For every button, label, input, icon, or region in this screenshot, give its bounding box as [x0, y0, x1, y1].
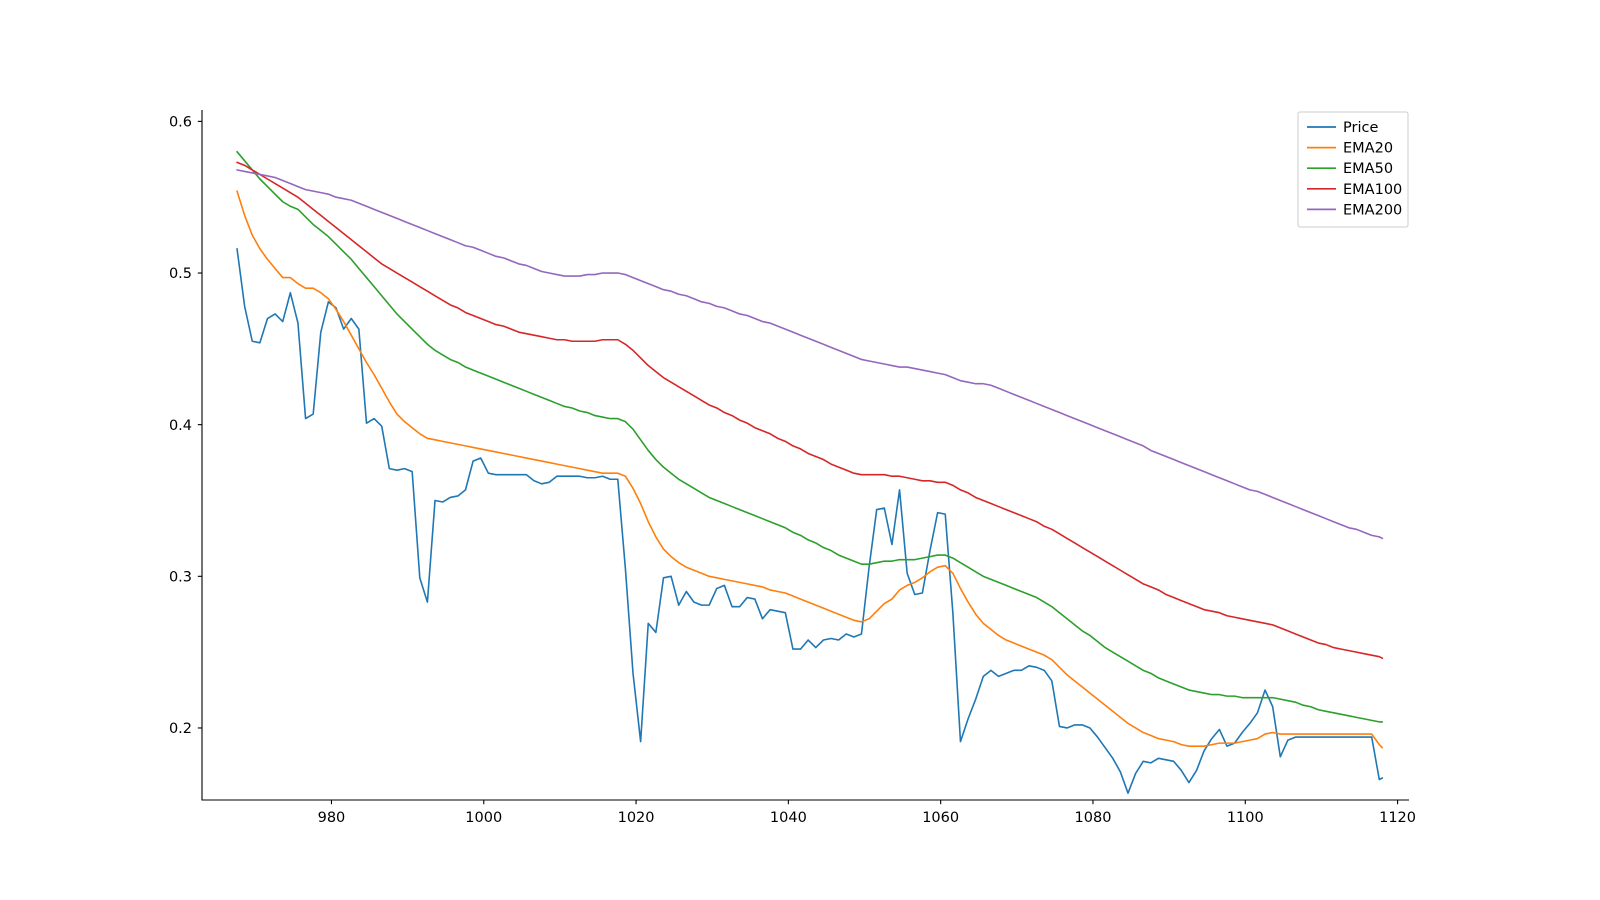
legend-label-ema20[interactable]: EMA20: [1343, 141, 1393, 157]
x-tick-label: 1060: [922, 810, 959, 826]
series-line-ema50: [236, 150, 1384, 723]
x-axis-ticks: 980 1000 1020 1040 1060 1080 1100 1120: [318, 800, 1416, 826]
series-line-ema20: [236, 190, 1384, 749]
x-tick-label: 980: [318, 810, 346, 826]
legend-label-ema50[interactable]: EMA50: [1343, 161, 1393, 177]
legend-label-ema200[interactable]: EMA200: [1343, 202, 1402, 218]
series-line-price: [236, 247, 1384, 794]
x-tick-label: 1120: [1379, 810, 1416, 826]
x-tick-label: 1100: [1227, 810, 1264, 826]
axes-spines: [201, 110, 1409, 801]
legend-label-price[interactable]: Price: [1343, 120, 1378, 136]
x-tick-label: 1020: [618, 810, 655, 826]
y-tick-label: 0.3: [169, 570, 192, 586]
y-tick-label: 0.2: [169, 721, 192, 737]
series-line-ema100: [236, 161, 1384, 660]
x-tick-label: 1080: [1075, 810, 1112, 826]
x-tick-label: 1040: [770, 810, 807, 826]
y-tick-label: 0.4: [169, 418, 192, 434]
x-tick-label: 1000: [465, 810, 502, 826]
chart-legend[interactable]: Price EMA20 EMA50 EMA100 EMA200: [1297, 111, 1409, 228]
series-line-ema200: [236, 169, 1384, 540]
y-axis-ticks: 0.2 0.3 0.4 0.5 0.6: [169, 115, 202, 737]
series-layer: [236, 150, 1384, 794]
y-tick-label: 0.5: [169, 266, 192, 282]
legend-frame: [1297, 111, 1409, 228]
y-tick-label: 0.6: [169, 115, 192, 131]
legend-label-ema100[interactable]: EMA100: [1343, 182, 1402, 198]
